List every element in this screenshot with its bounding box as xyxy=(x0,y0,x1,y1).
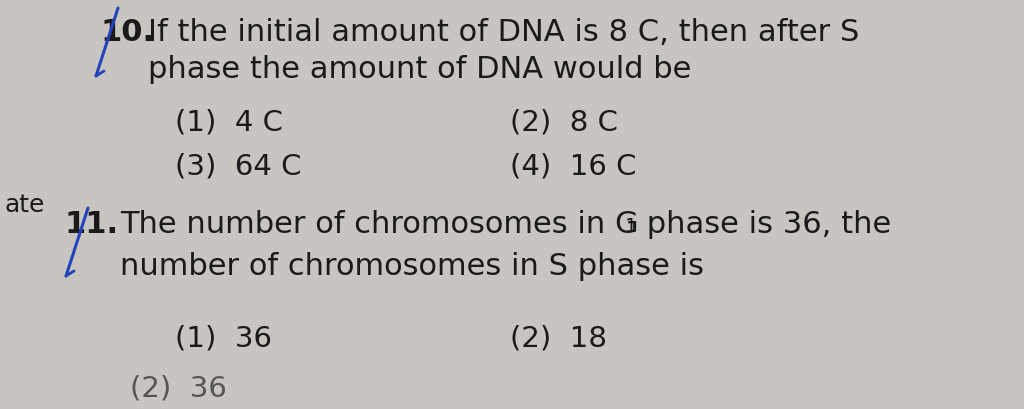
Text: (3)  64 C: (3) 64 C xyxy=(175,152,301,180)
Text: number of chromosomes in S phase is: number of chromosomes in S phase is xyxy=(120,252,705,281)
Text: The number of chromosomes in G: The number of chromosomes in G xyxy=(120,210,639,239)
Text: phase the amount of DNA would be: phase the amount of DNA would be xyxy=(148,55,691,84)
Text: 11.: 11. xyxy=(65,210,119,239)
Text: (2)  8 C: (2) 8 C xyxy=(510,108,618,136)
Text: 10.: 10. xyxy=(100,18,155,47)
Text: (2)  36: (2) 36 xyxy=(130,375,227,403)
Text: 1: 1 xyxy=(625,217,637,236)
Text: If the initial amount of DNA is 8 C, then after S: If the initial amount of DNA is 8 C, the… xyxy=(148,18,859,47)
Text: (4)  16 C: (4) 16 C xyxy=(510,152,637,180)
Text: phase is 36, the: phase is 36, the xyxy=(637,210,891,239)
Text: (1)  4 C: (1) 4 C xyxy=(175,108,283,136)
Text: (2)  18: (2) 18 xyxy=(510,325,607,353)
Text: (1)  36: (1) 36 xyxy=(175,325,272,353)
Text: ate: ate xyxy=(5,193,45,217)
